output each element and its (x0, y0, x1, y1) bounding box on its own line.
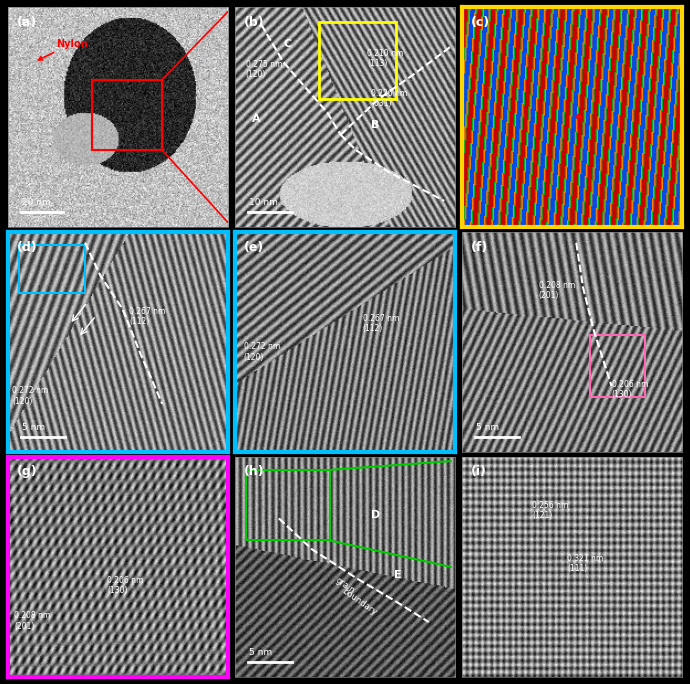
Text: (d): (d) (17, 241, 37, 254)
Text: 10 nm: 10 nm (249, 198, 278, 207)
Text: grain: grain (334, 575, 357, 595)
Bar (589, 335, 644, 397)
Text: 0.272 nm
(120): 0.272 nm (120) (12, 386, 48, 406)
Text: A: A (253, 114, 261, 124)
Text: (f): (f) (471, 241, 488, 254)
Text: boundary: boundary (341, 587, 379, 618)
Bar (19, 245, 85, 293)
Text: E: E (393, 570, 401, 580)
Text: 0.267 nm
(112): 0.267 nm (112) (363, 313, 399, 333)
Text: C: C (284, 38, 291, 49)
Text: 0.208 nm
(201): 0.208 nm (201) (539, 280, 575, 300)
Text: 0.206 nm
(130): 0.206 nm (130) (611, 380, 648, 399)
Text: D: D (371, 510, 381, 521)
Text: 0.208 nm
(201): 0.208 nm (201) (14, 611, 51, 631)
Bar (319, 23, 396, 99)
Text: B: B (371, 120, 380, 130)
Text: 20 nm: 20 nm (22, 198, 51, 207)
Text: (i): (i) (471, 466, 486, 479)
Text: 5 nm: 5 nm (22, 423, 46, 432)
Text: (e): (e) (244, 241, 264, 254)
Bar (92, 79, 162, 150)
Text: 0.226 nm
(031): 0.226 nm (031) (371, 89, 408, 108)
Text: (a): (a) (17, 16, 37, 29)
Text: 0.267 nm
(112): 0.267 nm (112) (129, 307, 166, 326)
Text: 5 nm: 5 nm (476, 423, 499, 432)
Text: 5 nm: 5 nm (249, 648, 273, 657)
Text: (c): (c) (471, 16, 490, 29)
Text: 0.321 nm
(111): 0.321 nm (111) (567, 554, 604, 573)
Text: (g): (g) (17, 466, 37, 479)
Text: (b): (b) (244, 16, 264, 29)
Text: 0.275 nm
(120): 0.275 nm (120) (246, 60, 282, 79)
Bar (246, 470, 330, 540)
Text: Nylon: Nylon (39, 38, 88, 60)
Text: 0.272 nm
(120): 0.272 nm (120) (244, 342, 280, 362)
Text: (h): (h) (244, 466, 264, 479)
Text: 0.210 nm
(113): 0.210 nm (113) (367, 49, 403, 68)
Text: 0.256 nm
(121): 0.256 nm (121) (532, 501, 569, 521)
Text: 0.206 nm
(130): 0.206 nm (130) (107, 576, 144, 595)
